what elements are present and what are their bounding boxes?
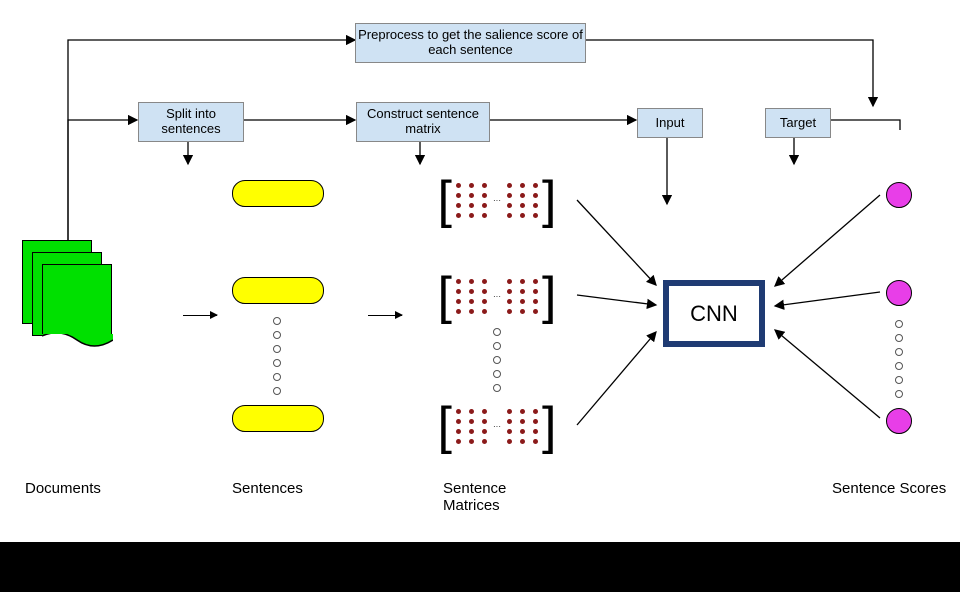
bottom-black-bar — [0, 542, 960, 592]
score-circle — [886, 280, 912, 306]
diagram-canvas: { "boxes": { "preprocess": {"text":"Prep… — [0, 0, 960, 592]
sentence-matrix: [···] — [422, 172, 572, 228]
vdots-icon — [273, 317, 281, 395]
vdots-icon — [493, 328, 501, 392]
sentence-pill — [232, 405, 324, 432]
score-circle — [886, 408, 912, 434]
split-box: Split into sentences — [138, 102, 244, 142]
cnn-block: CNN — [663, 280, 765, 347]
sentence-pill — [232, 277, 324, 304]
sentence-pill — [232, 180, 324, 207]
input-box: Input — [637, 108, 703, 138]
flow-arrow-icon — [368, 315, 402, 316]
preprocess-box: Preprocess to get the salience score of … — [355, 23, 586, 63]
sent-scores-label: Sentence Scores — [832, 480, 946, 497]
sent-matrices-label: Sentence Matrices — [443, 480, 506, 514]
cnn-label: CNN — [690, 301, 738, 327]
target-box: Target — [765, 108, 831, 138]
sentences-label: Sentences — [232, 480, 303, 497]
construct-box: Construct sentence matrix — [356, 102, 490, 142]
documents-label: Documents — [25, 480, 101, 497]
score-circle — [886, 182, 912, 208]
sentence-matrix: [···] — [422, 398, 572, 454]
flow-arrow-icon — [183, 315, 217, 316]
sentence-matrix: [···] — [422, 268, 572, 324]
vdots-icon — [895, 320, 903, 398]
